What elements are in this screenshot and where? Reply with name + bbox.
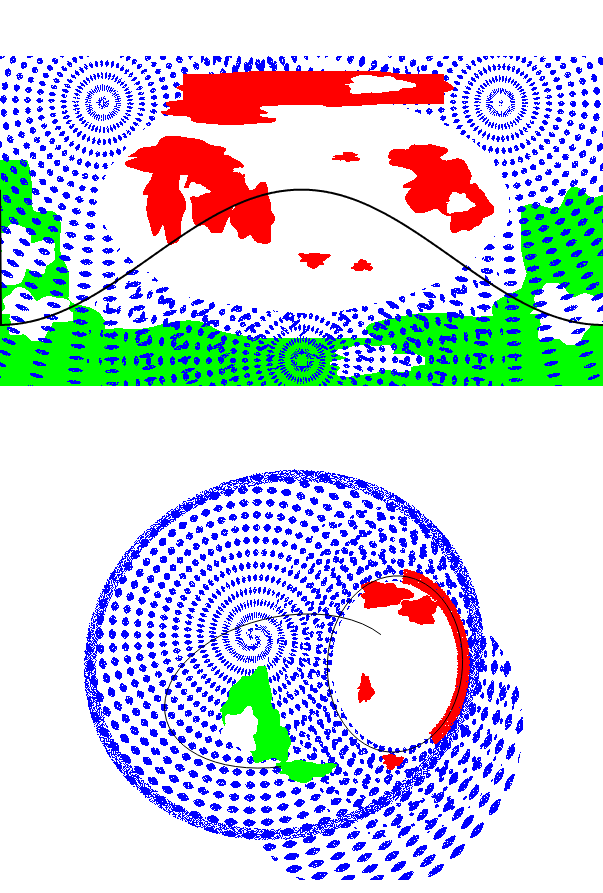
bottom-surface-canvas xyxy=(0,430,603,880)
top-projection-canvas xyxy=(0,56,603,386)
plot-panel-bottom xyxy=(0,430,603,880)
plot-panel-top xyxy=(0,56,603,386)
